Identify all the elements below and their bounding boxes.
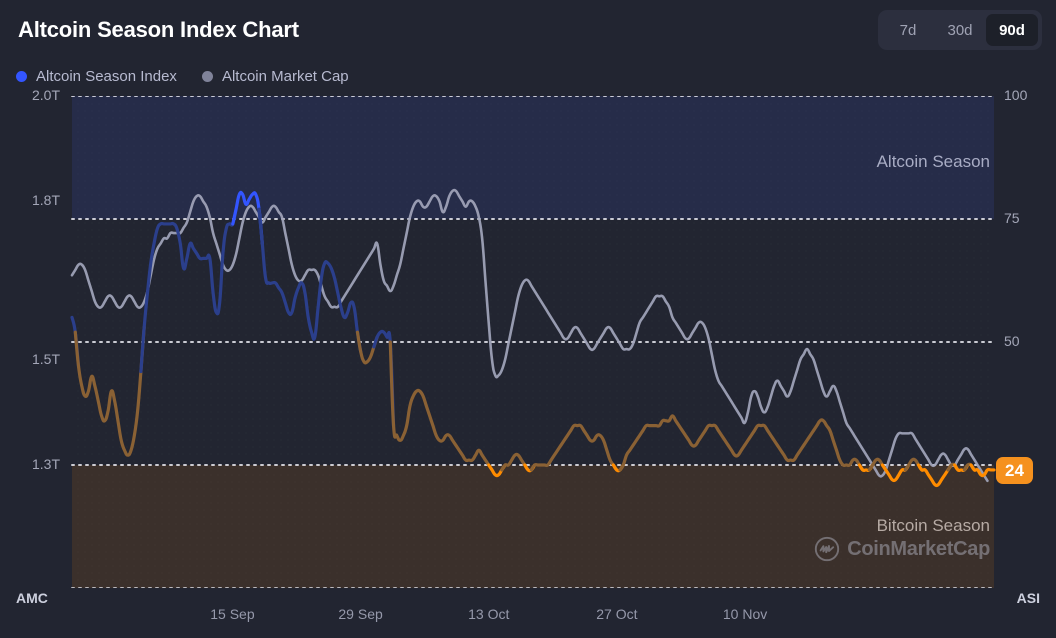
- left-axis-name: AMC: [16, 590, 48, 606]
- legend-label: Altcoin Market Cap: [221, 67, 349, 85]
- coinmarketcap-watermark: CoinMarketCap: [814, 536, 990, 562]
- legend-item-1[interactable]: Altcoin Market Cap: [201, 67, 349, 85]
- x-axis-tick: 13 Oct: [468, 606, 510, 622]
- right-axis-name: ASI: [1016, 590, 1040, 606]
- legend-dot-icon: [16, 70, 27, 82]
- x-axis-tick: 29 Sep: [338, 606, 383, 622]
- x-axis-tick: 27 Oct: [596, 606, 638, 622]
- watermark-label: CoinMarketCap: [847, 537, 990, 560]
- current-value-badge: 24: [996, 456, 1033, 485]
- chart-canvas: [70, 96, 996, 588]
- page-title: Altcoin Season Index Chart: [18, 17, 299, 42]
- x-axis-tick: 10 Nov: [722, 606, 768, 622]
- range-button-30d[interactable]: 30d: [947, 21, 973, 39]
- legend-label: Altcoin Season Index: [36, 67, 177, 85]
- coinmarketcap-logo-icon: [815, 536, 840, 562]
- legend-dot-icon: [201, 70, 213, 82]
- chart-header: Altcoin Season Index Chart 7d 30d 90d: [0, 0, 1056, 60]
- altcoin-season-band-label: Altcoin Season: [876, 152, 990, 171]
- chart-plot-area: Altcoin Season Bitcoin Season CoinMarket…: [0, 96, 1056, 588]
- chart-legend: Altcoin Season Index Altcoin Market Cap: [16, 64, 374, 88]
- bitcoin-season-band-label: Bitcoin Season: [876, 516, 990, 535]
- time-range-selector[interactable]: 7d 30d 90d: [878, 10, 1042, 50]
- range-button-7d[interactable]: 7d: [899, 21, 917, 39]
- legend-item-0[interactable]: Altcoin Season Index: [16, 68, 177, 85]
- range-button-90d[interactable]: 90d: [986, 14, 1038, 46]
- x-axis-tick: 15 Sep: [210, 606, 255, 622]
